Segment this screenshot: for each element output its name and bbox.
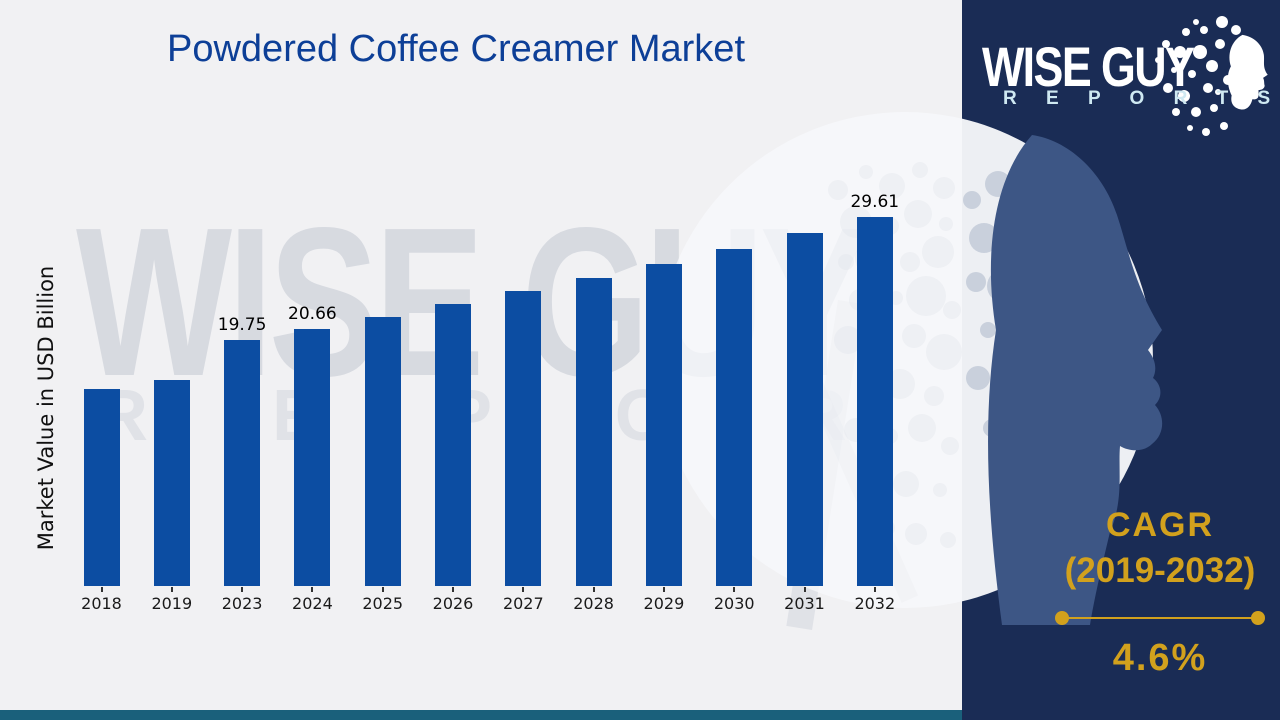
x-axis-tick: [803, 587, 806, 592]
bar-2032: [856, 217, 893, 586]
x-axis-tick: [452, 587, 454, 592]
dot: [980, 322, 996, 338]
x-axis-tick: [522, 587, 525, 592]
cagr-label: CAGR: [1105, 506, 1215, 544]
x-axis-tick: [873, 587, 876, 592]
dot: [1155, 57, 1161, 63]
dot: [1171, 67, 1177, 73]
bar-2031: [786, 233, 823, 586]
logo-wordmark: WISE GUY: [982, 35, 1195, 98]
dot: [966, 366, 990, 390]
x-tick-label-2027: 2027: [502, 594, 544, 613]
dot: [1163, 83, 1173, 93]
dot: [963, 191, 981, 209]
bar-2024: [294, 329, 331, 586]
dot: [1188, 70, 1196, 78]
dot: [1162, 40, 1170, 48]
dot: [966, 272, 986, 292]
bottom-accent-bar: [0, 710, 962, 720]
dot: [1191, 107, 1201, 117]
logo-face-icon: [1227, 34, 1268, 110]
x-axis-tick: [241, 587, 244, 592]
bar-2026: [435, 304, 471, 586]
dot: [1178, 90, 1190, 102]
x-tick-label-2023: 2023: [221, 594, 263, 613]
y-axis-title: Market Value in USD Billion: [34, 265, 58, 551]
x-tick-label-2025: 2025: [362, 594, 404, 613]
dot: [1215, 39, 1225, 49]
x-tick-label-2018: 2018: [81, 594, 122, 613]
x-tick-label-2032: 2032: [854, 594, 896, 613]
dot: [1203, 83, 1213, 93]
value-label-2024: 20.66: [288, 304, 337, 324]
x-axis-tick: [100, 587, 103, 592]
dot: [969, 223, 999, 253]
bar-2027: [505, 291, 542, 586]
dot: [1187, 125, 1193, 131]
bar-2029: [645, 264, 682, 586]
bar-2018: [83, 389, 120, 586]
brand-panel: WISE GUY R E P O R T S CAGR (2019-2032) …: [962, 0, 1280, 720]
wise-guy-logo: WISE GUY R E P O R T S: [962, 0, 1280, 150]
dot: [1200, 26, 1208, 34]
dot: [1202, 128, 1210, 136]
dot: [1206, 60, 1218, 72]
cagr-range: (2019-2032): [1064, 551, 1256, 590]
dot: [1182, 28, 1190, 36]
x-axis-tick: [592, 587, 595, 592]
x-axis-tick: [170, 587, 173, 592]
dot: [1174, 46, 1186, 58]
dot: [1193, 19, 1199, 25]
cagr-value: 4.6%: [1112, 637, 1208, 679]
x-axis-tick: [733, 587, 736, 592]
bar-2028: [575, 278, 612, 586]
logo-dot-pattern: [1155, 16, 1241, 136]
logo-subtitle: R E P O R T S: [1003, 88, 1280, 109]
x-tick-label-2028: 2028: [573, 594, 614, 613]
x-tick-label-2019: 2019: [151, 594, 193, 613]
chart-title: Powdered Coffee Creamer Market: [167, 28, 745, 70]
dot: [1220, 122, 1228, 130]
x-axis-tick: [381, 587, 384, 592]
dot: [1172, 108, 1180, 116]
bar-chart: 2018 2019 2023 19.75 2024 20.66 2025 2026 2027 20…: [81, 192, 900, 613]
x-axis-tick: [662, 587, 665, 592]
value-label-2032: 29.61: [850, 192, 900, 212]
bar-2023: [224, 340, 261, 586]
bar-2030: [716, 249, 753, 586]
dot: [1231, 25, 1241, 35]
x-tick-label-2026: 2026: [432, 594, 474, 613]
cagr-divider-line: [1055, 611, 1265, 625]
x-axis-tick: [311, 587, 314, 592]
x-tick-label-2030: 2030: [713, 594, 755, 613]
bar-2025: [364, 317, 401, 586]
dot: [1193, 45, 1207, 59]
x-tick-label-2029: 2029: [643, 594, 685, 613]
cagr-block: CAGR (2019-2032) 4.6%: [1040, 506, 1280, 680]
face-silhouette: [988, 135, 1163, 625]
x-tick-label-2031: 2031: [784, 594, 825, 613]
value-label-2023: 19.75: [217, 315, 267, 335]
dot: [1216, 16, 1228, 28]
x-tick-label-2024: 2024: [292, 594, 333, 613]
dot: [1215, 89, 1221, 95]
bar-2019: [153, 380, 190, 586]
dot: [1210, 104, 1218, 112]
